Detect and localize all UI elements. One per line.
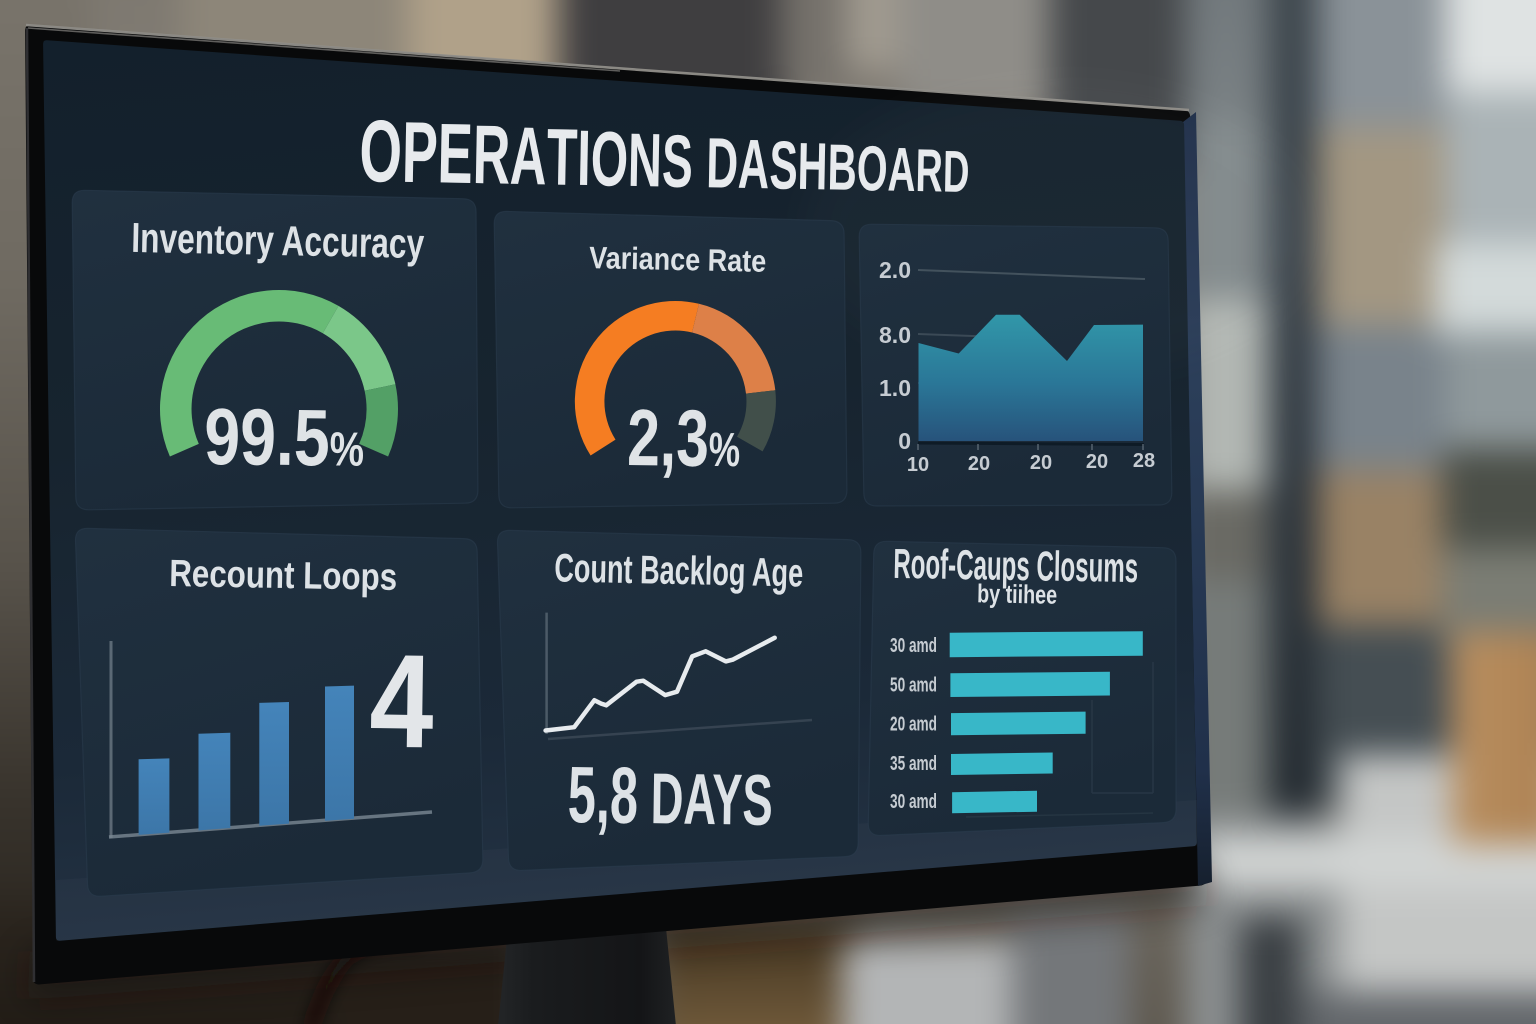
svg-text:10: 10 (907, 454, 929, 476)
svg-text:Count Backlog Age: Count Backlog Age (554, 546, 804, 596)
svg-text:50 amd: 50 amd (890, 674, 937, 696)
svg-text:5,8 DAYS: 5,8 DAYS (567, 750, 773, 843)
svg-text:0: 0 (898, 428, 911, 454)
svg-text:30 amd: 30 amd (890, 790, 937, 812)
svg-text:2.0: 2.0 (879, 257, 911, 283)
svg-text:20: 20 (968, 453, 990, 475)
svg-text:Inventory Accuracy: Inventory Accuracy (131, 214, 425, 268)
svg-text:4: 4 (369, 627, 435, 777)
svg-text:35 amd: 35 amd (890, 752, 937, 774)
svg-text:Roof-Caups Closums: Roof-Caups Closums (893, 541, 1139, 592)
svg-text:2,3%: 2,3% (627, 392, 741, 483)
svg-text:20 amd: 20 amd (890, 713, 937, 735)
svg-text:20: 20 (1030, 452, 1052, 474)
svg-text:99.5%: 99.5% (204, 392, 365, 483)
svg-text:1.0: 1.0 (879, 375, 911, 401)
svg-text:30 amd: 30 amd (890, 634, 937, 656)
svg-text:by tiihee: by tiihee (977, 579, 1058, 610)
svg-text:Recount Loops: Recount Loops (169, 552, 398, 599)
svg-text:8.0: 8.0 (879, 322, 911, 348)
svg-text:20: 20 (1086, 451, 1108, 473)
svg-text:28: 28 (1133, 450, 1155, 472)
svg-text:Variance Rate: Variance Rate (589, 241, 767, 279)
